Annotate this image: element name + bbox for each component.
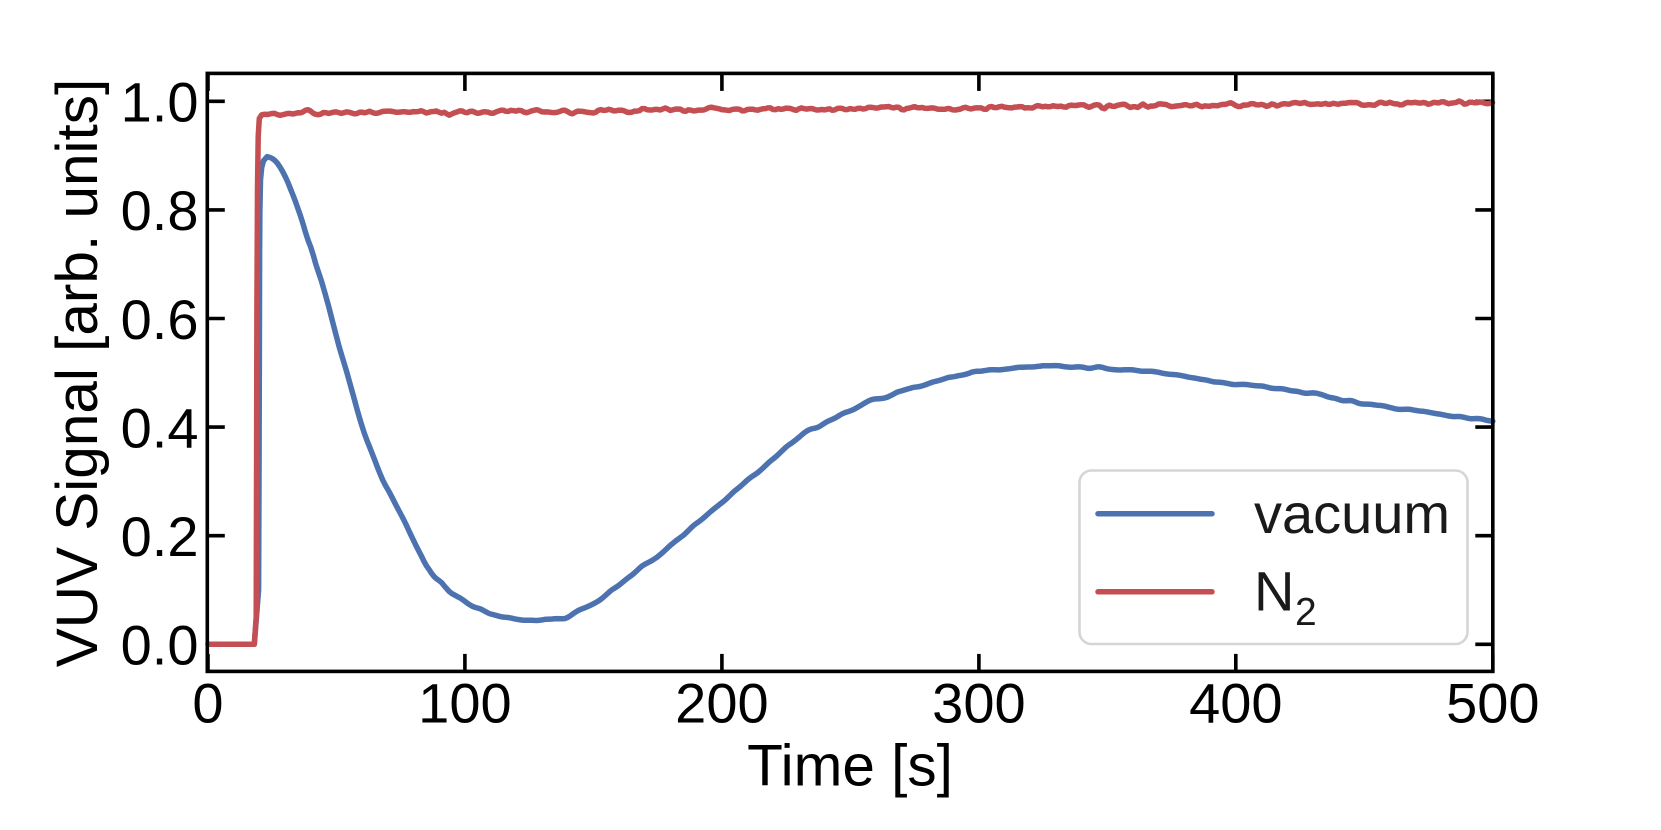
svg-text:500: 500 xyxy=(1446,672,1539,735)
svg-text:400: 400 xyxy=(1189,672,1282,735)
svg-text:100: 100 xyxy=(418,672,511,735)
svg-text:vacuum: vacuum xyxy=(1254,482,1450,545)
svg-text:0.8: 0.8 xyxy=(121,179,199,242)
svg-text:0.0: 0.0 xyxy=(121,614,199,677)
svg-text:300: 300 xyxy=(932,672,1025,735)
svg-text:0.6: 0.6 xyxy=(121,288,199,351)
svg-text:Time [s]: Time [s] xyxy=(747,734,953,799)
svg-text:N: N xyxy=(1254,560,1294,623)
svg-text:1.0: 1.0 xyxy=(121,71,199,134)
svg-text:2: 2 xyxy=(1295,591,1317,634)
svg-text:0.2: 0.2 xyxy=(121,505,199,568)
svg-text:0: 0 xyxy=(192,672,223,735)
svg-text:0.4: 0.4 xyxy=(121,396,199,459)
svg-text:VUV Signal [arb. units]: VUV Signal [arb. units] xyxy=(45,79,110,668)
svg-text:200: 200 xyxy=(675,672,768,735)
